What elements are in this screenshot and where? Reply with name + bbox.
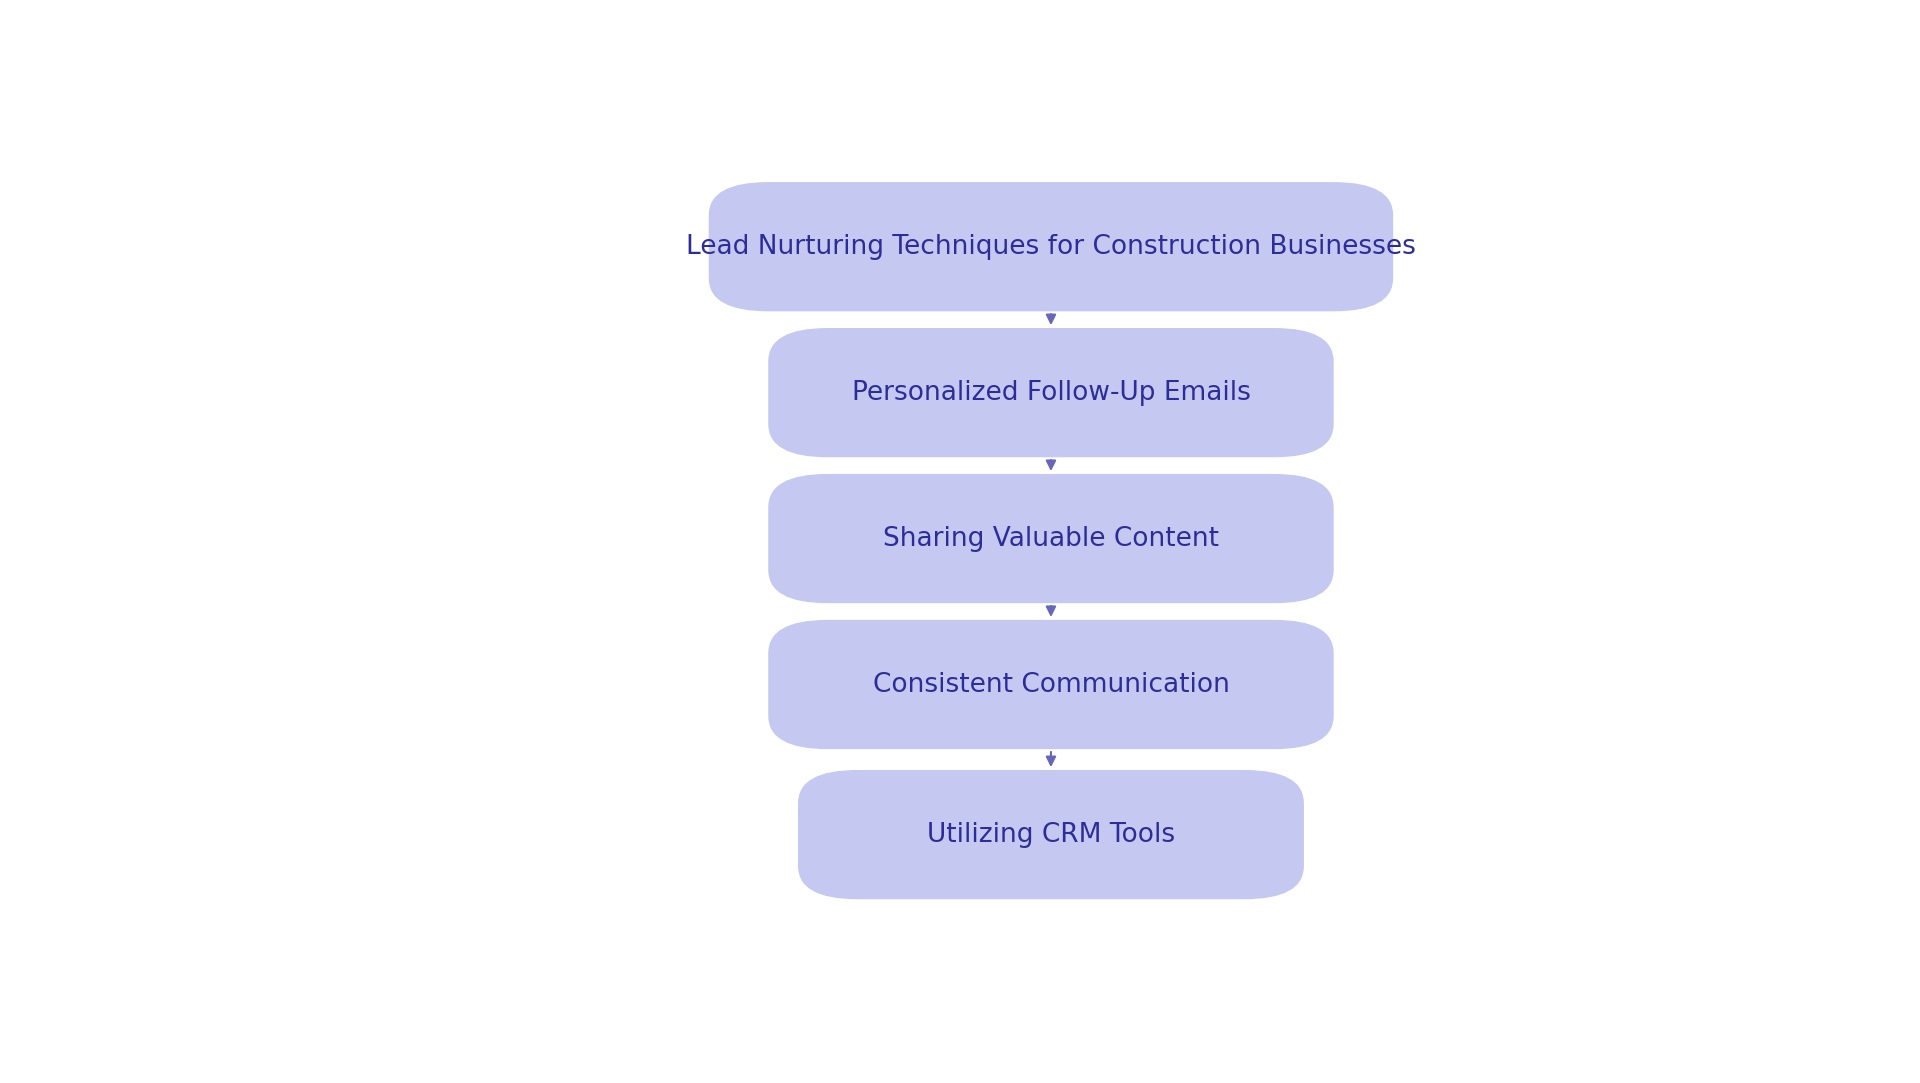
Text: Lead Nurturing Techniques for Construction Businesses: Lead Nurturing Techniques for Constructi… [685, 234, 1415, 260]
Text: Utilizing CRM Tools: Utilizing CRM Tools [927, 822, 1175, 848]
Text: Personalized Follow-Up Emails: Personalized Follow-Up Emails [852, 380, 1250, 406]
FancyBboxPatch shape [799, 770, 1304, 899]
FancyBboxPatch shape [768, 328, 1334, 457]
Text: Consistent Communication: Consistent Communication [872, 671, 1229, 697]
FancyBboxPatch shape [768, 619, 1334, 749]
FancyBboxPatch shape [768, 474, 1334, 603]
FancyBboxPatch shape [708, 182, 1394, 311]
Text: Sharing Valuable Content: Sharing Valuable Content [883, 525, 1219, 551]
